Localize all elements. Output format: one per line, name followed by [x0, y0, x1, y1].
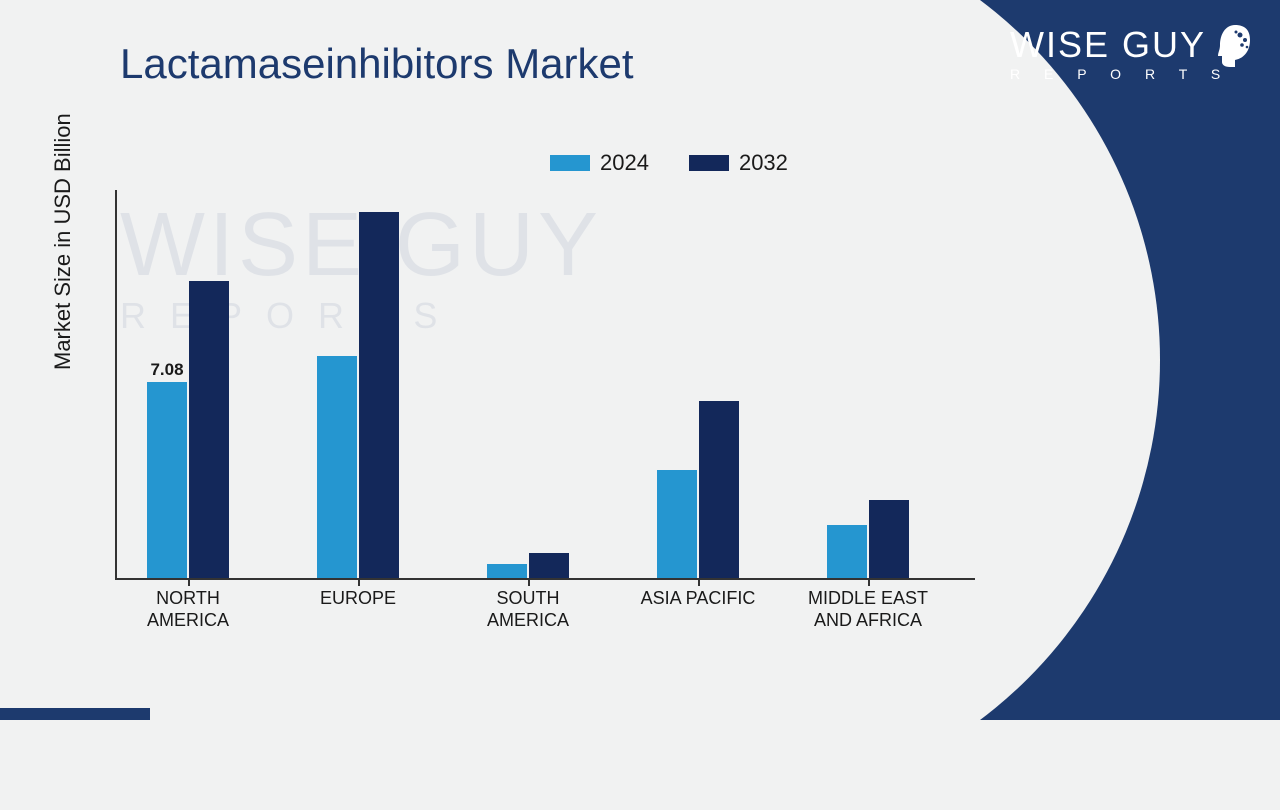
bar-2032	[529, 553, 569, 578]
bar-2024	[317, 356, 357, 578]
logo-text-line2: R E P O R T S	[1010, 66, 1260, 82]
legend-label-2032: 2032	[739, 150, 788, 176]
y-axis-label: Market Size in USD Billion	[50, 113, 76, 370]
legend-item-2024: 2024	[550, 150, 649, 176]
bar-2024	[487, 564, 527, 578]
legend-swatch-2032	[689, 155, 729, 171]
x-tick	[358, 578, 360, 586]
bar-2032	[869, 500, 909, 578]
legend-swatch-2024	[550, 155, 590, 171]
bar-2024: 7.08	[147, 382, 187, 578]
x-axis-label: MIDDLE EAST AND AFRICA	[798, 588, 938, 631]
bar-value-label: 7.08	[150, 360, 183, 380]
plot-area: 7.08NORTH AMERICAEUROPESOUTH AMERICAASIA…	[115, 190, 975, 580]
x-tick	[188, 578, 190, 586]
x-tick	[698, 578, 700, 586]
chart-title: Lactamaseinhibitors Market	[120, 40, 634, 88]
legend-label-2024: 2024	[600, 150, 649, 176]
head-icon	[1210, 20, 1260, 70]
x-axis-label: ASIA PACIFIC	[628, 588, 768, 610]
logo-text-line1: WISE GUY	[1010, 24, 1206, 66]
bar-2024	[657, 470, 697, 578]
x-axis-label: EUROPE	[288, 588, 428, 610]
legend: 2024 2032	[550, 150, 788, 176]
brand-logo: WISE GUY R E P O R T S	[1010, 20, 1260, 82]
bar-2032	[189, 281, 229, 578]
bar-2024	[827, 525, 867, 578]
x-tick	[528, 578, 530, 586]
x-tick	[868, 578, 870, 586]
x-axis-label: NORTH AMERICA	[118, 588, 258, 631]
bar-2032	[699, 401, 739, 578]
bar-2032	[359, 212, 399, 578]
legend-item-2032: 2032	[689, 150, 788, 176]
x-axis-label: SOUTH AMERICA	[458, 588, 598, 631]
chart-area: Market Size in USD Billion 2024 2032 7.0…	[60, 150, 980, 690]
bottom-accent-bar	[0, 708, 150, 720]
